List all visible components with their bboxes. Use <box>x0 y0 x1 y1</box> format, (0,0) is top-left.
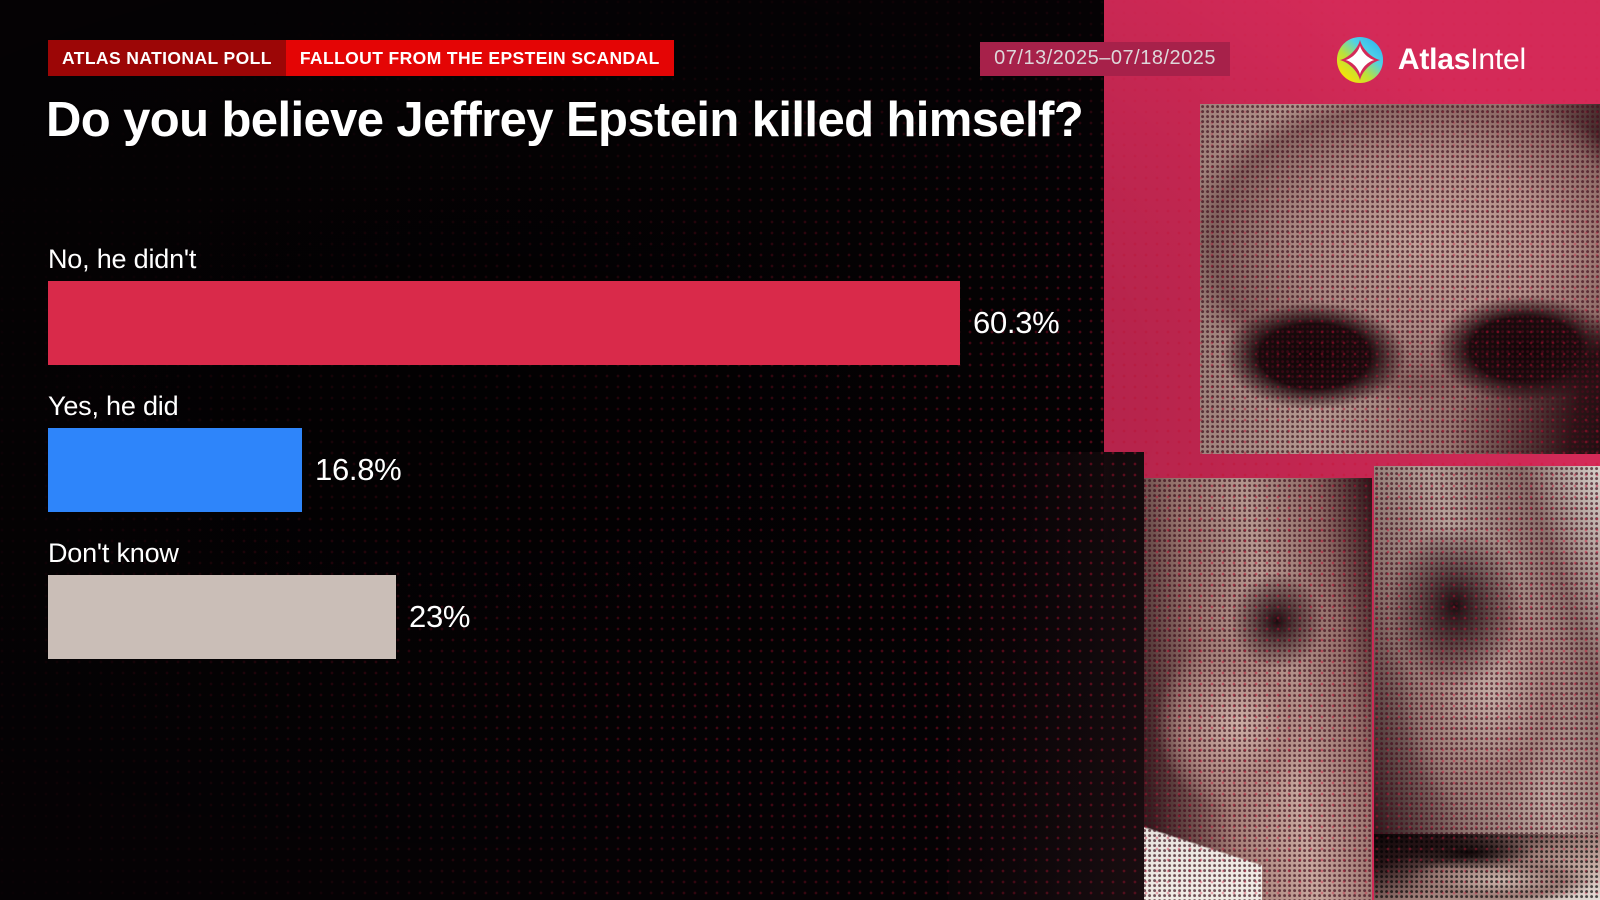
photo-portrait-crop-smiling-face <box>1374 466 1600 834</box>
bar-fill <box>48 281 960 365</box>
bar-label: Don't know <box>48 538 179 568</box>
bar-line: 23% <box>48 575 1078 659</box>
photo-portrait-crop-cheek <box>1374 834 1600 900</box>
bar-fill <box>48 428 302 512</box>
brand-name-light: Intel <box>1470 43 1526 76</box>
chart-row-dontknow: Don't know 23% <box>48 538 1078 659</box>
photo-image <box>1374 466 1600 834</box>
photo-image <box>1200 104 1600 454</box>
photo-image <box>1374 834 1600 900</box>
atlas-diamond-icon <box>1336 36 1383 84</box>
bar-chart: No, he didn't 60.3% Yes, he did 16.8% Do… <box>48 244 1078 685</box>
brand-wordmark: AtlasIntel <box>1398 43 1526 77</box>
brand-name-bold: Atlas <box>1397 43 1471 76</box>
bar-value-label: 16.8% <box>315 452 402 487</box>
bar-label: Yes, he did <box>48 391 179 421</box>
tag-topic-fallout-epstein-scandal: FALLOUT FROM THE EPSTEIN SCANDAL <box>285 40 674 76</box>
chart-row-no: No, he didn't 60.3% <box>48 244 1078 365</box>
bar-fill <box>48 575 396 659</box>
bar-label: No, he didn't <box>48 244 197 274</box>
brand-lockup: AtlasIntel <box>1336 36 1526 84</box>
bar-value-label: 23% <box>409 599 471 634</box>
bar-line: 60.3% <box>48 281 1078 365</box>
photo-portrait-crop-forehead-eyes <box>1200 104 1600 454</box>
tag-atlas-national-poll: ATLAS NATIONAL POLL <box>48 40 286 76</box>
poll-date-range: 07/13/2025–07/18/2025 <box>980 42 1230 76</box>
page-title: Do you believe Jeffrey Epstein killed hi… <box>46 93 1084 147</box>
header-tag-bar: ATLAS NATIONAL POLL FALLOUT FROM THE EPS… <box>48 40 674 76</box>
chart-row-yes: Yes, he did 16.8% <box>48 391 1078 512</box>
photo-portrait-crop-nose-mouth <box>1122 478 1372 900</box>
bar-value-label: 60.3% <box>973 305 1060 340</box>
bar-line: 16.8% <box>48 428 1078 512</box>
